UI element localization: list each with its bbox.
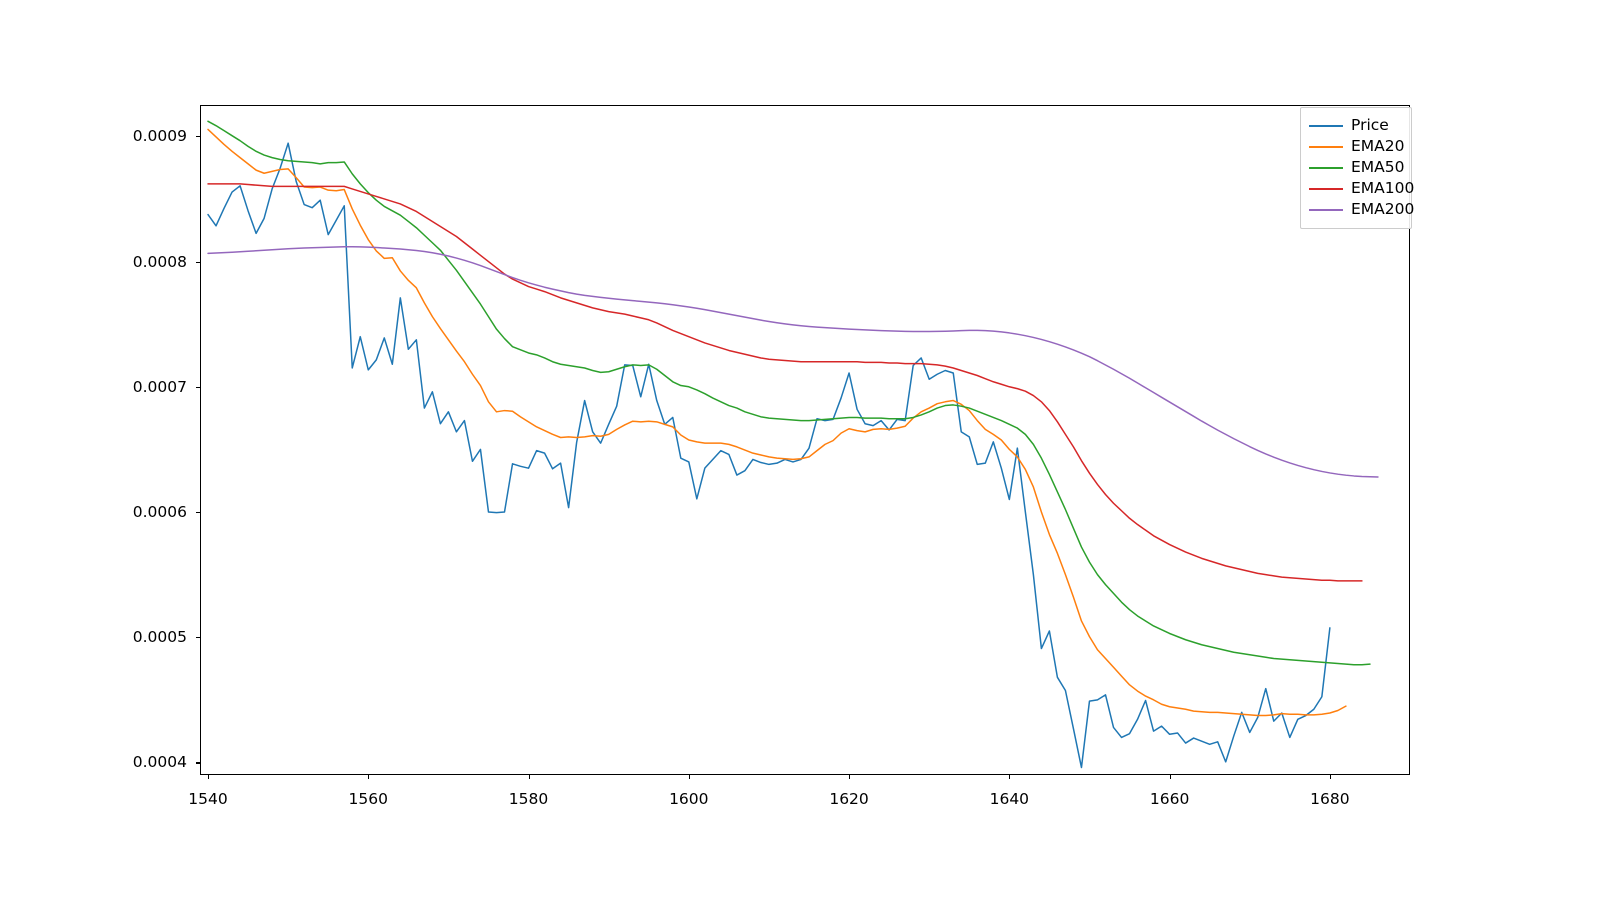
series-line-ema100 [208,184,1362,581]
legend-item-ema50[interactable]: EMA50 [1309,157,1405,178]
legend-item-ema200[interactable]: EMA200 [1309,199,1414,220]
y-tick-label: 0.0007 [132,377,187,396]
y-tick-mark [196,136,200,138]
x-tick-mark [1169,775,1171,779]
y-tick-label: 0.0009 [132,127,187,146]
x-tick-label: 1560 [348,790,388,808]
y-tick-label: 0.0006 [132,503,187,521]
x-tick-label: 1620 [829,790,869,808]
legend-swatch-ema100-icon [1309,187,1343,190]
x-tick-mark [528,775,530,779]
series-line-price [208,143,1330,767]
legend-item-price[interactable]: Price [1309,115,1403,136]
x-tick-mark [688,775,690,779]
y-tick-label: 0.0005 [132,628,187,647]
y-tick-label: 0.0008 [132,252,187,271]
legend[interactable]: Price EMA20 EMA50 EMA100 EMA200 [1300,107,1414,229]
y-tick-mark [196,762,200,764]
x-tick-mark [849,775,851,779]
x-tick-label: 1660 [1149,790,1190,808]
x-tick-label: 1640 [989,790,1030,808]
legend-item-ema20[interactable]: EMA20 [1309,136,1405,157]
y-tick-mark [196,386,200,388]
x-tick-mark [368,775,370,779]
legend-label: EMA100 [1351,178,1415,197]
y-tick-mark [196,261,200,263]
x-tick-mark [1009,775,1011,779]
legend-label: EMA50 [1351,157,1405,176]
series-line-ema20 [208,129,1346,715]
x-tick-mark [1329,775,1331,779]
legend-label: Price [1351,115,1389,134]
legend-swatch-ema20-icon [1309,145,1343,148]
x-tick-mark [208,775,210,779]
y-tick-label: 0.0004 [132,753,187,772]
legend-swatch-ema50-icon [1309,166,1343,169]
series-layer [200,105,1410,775]
series-line-ema200 [208,247,1378,477]
legend-label: EMA20 [1351,136,1405,155]
plot-area [200,105,1410,775]
x-tick-label: 1600 [669,790,709,808]
legend-swatch-ema200-icon [1309,208,1343,211]
y-tick-mark [196,637,200,639]
series-line-ema50 [208,121,1370,665]
legend-swatch-price-icon [1309,124,1343,127]
x-tick-label: 1580 [508,790,549,808]
x-tick-label: 1540 [188,790,228,808]
y-tick-mark [196,512,200,514]
x-tick-label: 1680 [1310,790,1350,808]
legend-item-ema100[interactable]: EMA100 [1309,178,1414,199]
legend-label: EMA200 [1351,199,1415,218]
